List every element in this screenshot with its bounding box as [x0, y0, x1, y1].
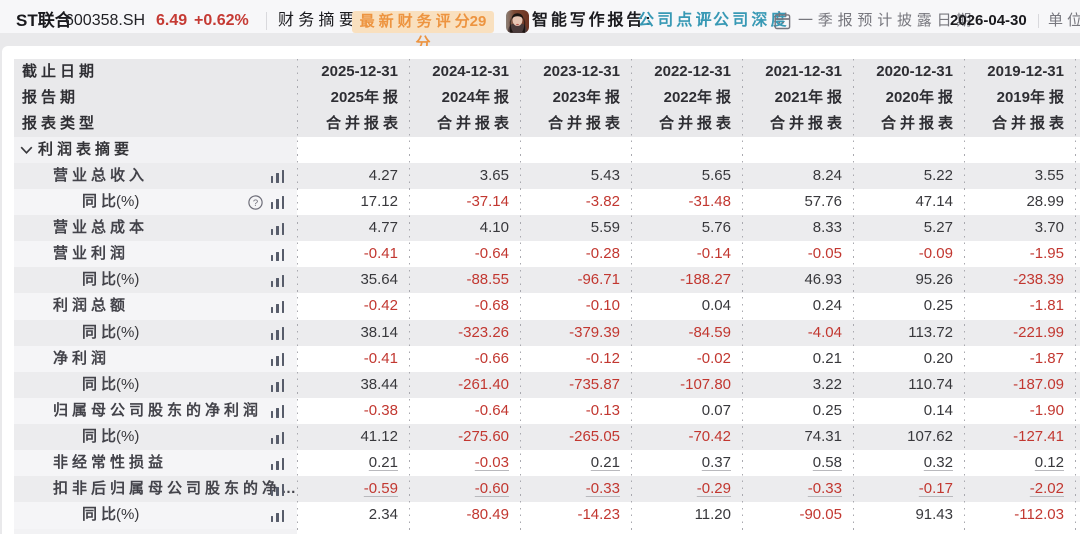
svg-text:?: ? — [253, 198, 258, 209]
